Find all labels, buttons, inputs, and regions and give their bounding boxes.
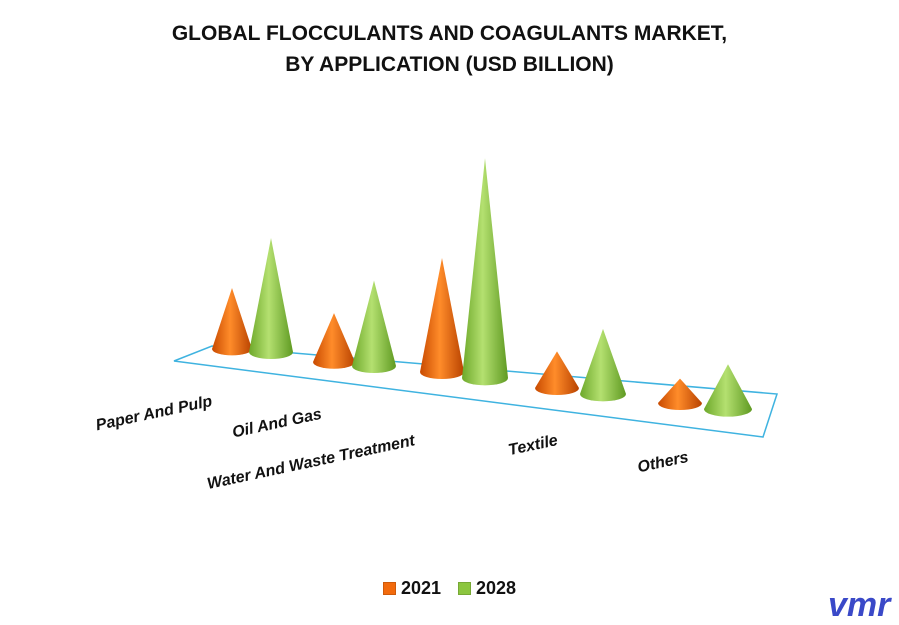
legend-label-2028: 2028 <box>476 578 517 598</box>
orange-square-icon <box>382 582 396 595</box>
green-square-icon <box>458 582 471 595</box>
cone-2021-others <box>658 378 702 411</box>
svg-text:vmr: vmr <box>828 586 892 624</box>
category-label-oil-and-gas: Oil And Gas <box>231 406 324 442</box>
category-label-others: Others <box>636 449 690 476</box>
chart-title: GLOBAL FLOCCULANTS AND COAGULANTS MARKET… <box>0 18 899 80</box>
cone-2021-water-and-waste-treatment <box>420 258 464 380</box>
cone-2028-paper-and-pulp <box>249 238 293 360</box>
cone-2028-water-and-waste-treatment <box>462 158 508 386</box>
legend-item-2028: 2028 <box>458 578 516 599</box>
cone-series-group <box>212 158 752 417</box>
cone-2028-textile <box>580 328 626 402</box>
category-label-paper-and-pulp: Paper And Pulp <box>94 393 214 434</box>
cone-2021-textile <box>535 351 579 396</box>
legend-label-2021: 2021 <box>400 578 441 598</box>
cone-2028-others <box>704 364 752 417</box>
vmr-logo: vmr <box>828 586 892 624</box>
cone-2021-oil-and-gas <box>313 313 355 369</box>
legend: 2021 2028 <box>0 578 899 600</box>
chart-title-line-1: GLOBAL FLOCCULANTS AND COAGULANTS MARKET… <box>171 22 728 45</box>
chart-floor <box>173 345 779 438</box>
chart-title-line-2: BY APPLICATION (USD BILLION) <box>285 53 614 76</box>
legend-item-2021: 2021 <box>382 578 441 599</box>
category-label-textile: Textile <box>507 432 560 459</box>
category-label-water-and-waste-treatment: Water And Waste Treatment <box>206 432 417 493</box>
cone-2021-paper-and-pulp <box>212 287 252 356</box>
cone-2028-oil-and-gas <box>352 280 396 374</box>
